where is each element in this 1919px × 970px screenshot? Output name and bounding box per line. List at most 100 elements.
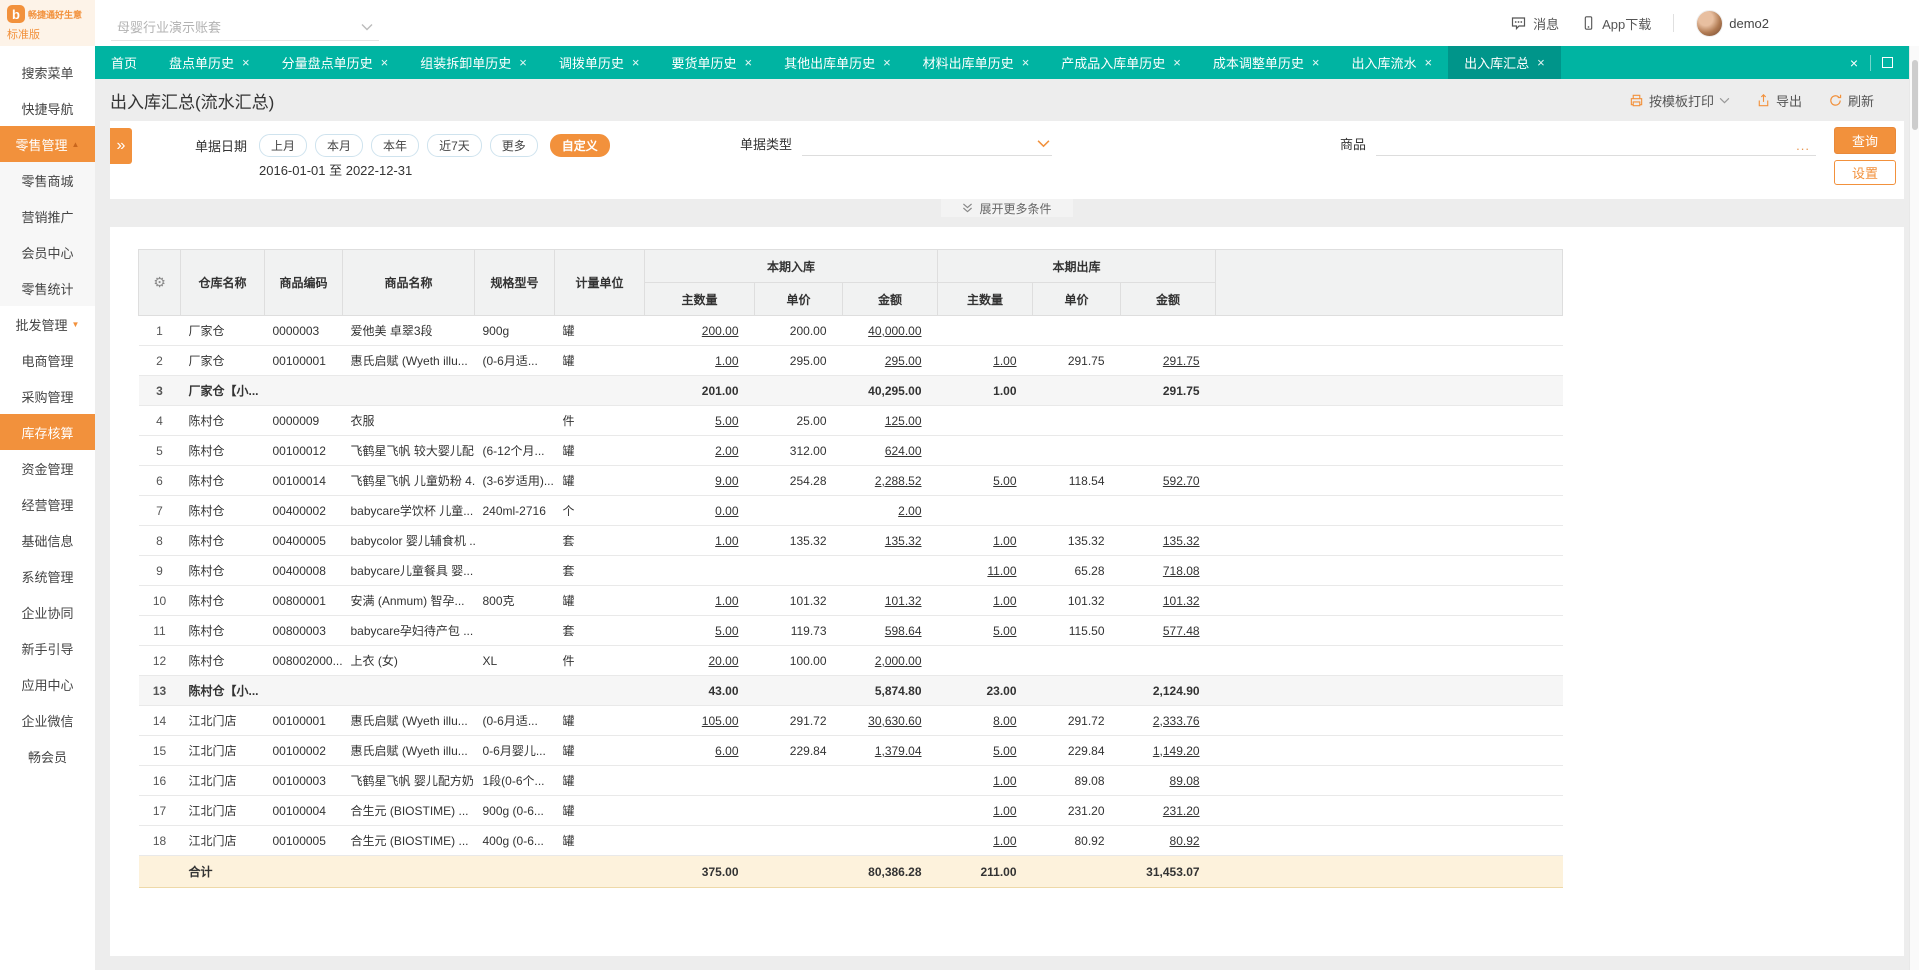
subtotal-row[interactable]: 3 厂家仓【小... 201.00 40,295.00 1.00 291.75 [138,375,1563,406]
tab-close-icon[interactable]: × [380,55,389,70]
cell-out-amount[interactable]: 80.92 [1120,825,1216,856]
tab-close-icon[interactable]: × [519,55,527,70]
cell-in-amount[interactable]: 2.00 [842,495,938,526]
date-pill[interactable]: 上月 [259,134,308,157]
table-row[interactable]: 5 陈村仓 00100012 飞鹤星飞帆 较大婴儿配... (6-12个月... 罐 2.0… [138,435,1563,466]
tab-close-icon[interactable]: × [1537,55,1545,70]
query-button[interactable]: 查询 [1834,127,1896,154]
cell-in-amount[interactable]: 101.32 [842,585,938,616]
fullscreen-button[interactable] [1871,46,1903,79]
sidebar-item[interactable]: 零售管理 ▲ [0,126,95,162]
cell-out-amount[interactable]: 2,333.76 [1120,705,1216,736]
date-pill[interactable]: 本年 [371,134,420,157]
cell-out-amount[interactable]: 577.48 [1120,615,1216,646]
table-row[interactable]: 12 陈村仓 008002000... 上衣 (女) XL 件 20.00 100.00 2,0… [138,645,1563,676]
sidebar-item[interactable]: 新手引导 [0,630,95,666]
table-row[interactable]: 11 陈村仓 00800003 babycare孕妇待产包 ... 套 5.00 119.7… [138,615,1563,646]
sidebar-item[interactable]: 零售商城 [0,162,95,198]
messages-button[interactable]: 消息 [1510,14,1559,33]
tab-close-icon[interactable]: × [1173,55,1181,70]
sidebar-item[interactable]: 快捷导航 [0,90,95,126]
cell-in-qty[interactable]: 0.00 [644,495,755,526]
tab-close-icon[interactable]: × [631,55,640,70]
close-all-tabs-button[interactable]: × [1849,54,1859,71]
tab[interactable]: 盘点单历史 × [153,46,266,79]
sidebar-item[interactable]: 企业协同 [0,594,95,630]
table-row[interactable]: 9 陈村仓 00400008 babycare儿童餐具 婴... 套 11.00 65.28… [138,555,1563,586]
tab[interactable]: 首页 [95,46,153,79]
sidebar-item[interactable]: 库存核算 [0,414,95,450]
cell-out-qty[interactable]: 5.00 [937,735,1033,766]
cell-out-qty[interactable]: 11.00 [937,555,1033,586]
sidebar-item[interactable]: 应用中心 [0,666,95,702]
tab-close-icon[interactable]: × [883,55,891,70]
date-pill[interactable]: 更多 [489,134,538,157]
vertical-scrollbar[interactable] [1909,46,1919,970]
cell-in-amount[interactable]: 2,288.52 [842,465,938,496]
cell-in-amount[interactable]: 295.00 [842,345,938,376]
cell-in-qty[interactable]: 1.00 [644,345,755,376]
cell-out-amount[interactable]: 718.08 [1120,555,1216,586]
tab[interactable]: 其他出库单历史 × [768,46,907,79]
scrollbar-thumb[interactable] [1911,60,1918,130]
cell-in-qty[interactable]: 1.00 [644,525,755,556]
sidebar-item[interactable]: 采购管理 [0,378,95,414]
sidebar-item[interactable]: 畅会员 [0,738,95,774]
user-menu[interactable]: demo2 [1696,9,1769,37]
date-pill-custom[interactable]: 自定义 [549,134,610,157]
table-row[interactable]: 18 江北门店 00100005 合生元 (BIOSTIME) ... 400g (0-… [138,825,1563,856]
tab[interactable]: 出入库流水 × [1336,46,1449,79]
cell-out-amount[interactable]: 1,149.20 [1120,735,1216,766]
cell-out-qty[interactable]: 1.00 [937,345,1033,376]
cell-in-amount[interactable]: 40,000.00 [842,315,938,346]
cell-out-amount[interactable]: 101.32 [1120,585,1216,616]
cell-in-qty[interactable]: 200.00 [644,315,755,346]
cell-out-amount[interactable]: 89.08 [1120,765,1216,796]
cell-out-qty[interactable]: 5.00 [937,615,1033,646]
sidebar-item[interactable]: 营销推广 [0,198,95,234]
table-row[interactable]: 6 陈村仓 00100014 飞鹤星飞帆 儿童奶粉 4... (3-6岁适用)... 罐 9… [138,465,1563,496]
sidebar-item[interactable]: 会员中心 [0,234,95,270]
cell-out-qty[interactable]: 1.00 [937,585,1033,616]
cell-out-amount[interactable]: 291.75 [1120,345,1216,376]
table-row[interactable]: 2 厂家仓 00100001 惠氏启赋 (Wyeth illu... (0-6月适...… [138,345,1563,376]
date-pill[interactable]: 本月 [315,134,364,157]
cell-in-qty[interactable]: 2.00 [644,435,755,466]
sidebar-item[interactable]: 基础信息 [0,522,95,558]
cell-out-amount[interactable]: 231.20 [1120,795,1216,826]
table-row[interactable]: 15 江北门店 00100002 惠氏启赋 (Wyeth illu... 0-6月婴儿.… [138,735,1563,766]
tab[interactable]: 产成品入库单历史 × [1045,46,1197,79]
date-pill[interactable]: 近7天 [427,134,482,157]
account-select[interactable]: 母婴行业演示账套 [111,13,379,41]
tab[interactable]: 成本调整单历史 × [1197,46,1336,79]
sidebar-item[interactable]: 资金管理 [0,450,95,486]
app-download-button[interactable]: App下载 [1581,14,1651,33]
sidebar-item[interactable]: 电商管理 [0,342,95,378]
table-row[interactable]: 7 陈村仓 00400002 babycare学饮杯 儿童... 240ml-2716 个… [138,495,1563,526]
cell-in-amount[interactable]: 135.32 [842,525,938,556]
column-settings-gear-icon[interactable]: ⚙ [153,274,166,290]
product-input[interactable]: ... [1376,134,1817,156]
sidebar-item[interactable]: 系统管理 [0,558,95,594]
cell-in-qty[interactable]: 5.00 [644,405,755,436]
cell-in-qty[interactable]: 1.00 [644,585,755,616]
cell-in-amount[interactable]: 2,000.00 [842,645,938,676]
product-more-button[interactable]: ... [1796,138,1811,153]
cell-out-amount[interactable]: 592.70 [1120,465,1216,496]
cell-out-qty[interactable]: 1.00 [937,765,1033,796]
table-row[interactable]: 17 江北门店 00100004 合生元 (BIOSTIME) ... 900g (0-… [138,795,1563,826]
sidebar-item[interactable]: 企业微信 [0,702,95,738]
expand-more-conditions[interactable]: 展开更多条件 [941,199,1073,217]
table-row[interactable]: 14 江北门店 00100001 惠氏启赋 (Wyeth illu... (0-6月适.… [138,705,1563,736]
cell-in-amount[interactable]: 125.00 [842,405,938,436]
cell-out-qty[interactable]: 8.00 [937,705,1033,736]
tab[interactable]: 调拨单历史 × [543,46,656,79]
sidebar-item[interactable]: 零售统计 [0,270,95,306]
subtotal-row[interactable]: 13 陈村仓【小... 43.00 5,874.80 23.00 2,124.90 [138,675,1563,706]
sidebar-item[interactable]: 搜索菜单 [0,54,95,90]
tab[interactable]: 分量盘点单历史 × [266,46,405,79]
cell-in-amount[interactable]: 624.00 [842,435,938,466]
refresh-button[interactable]: 刷新 [1828,91,1874,110]
tab-active[interactable]: 出入库汇总 × [1448,46,1561,79]
cell-in-qty[interactable]: 5.00 [644,615,755,646]
